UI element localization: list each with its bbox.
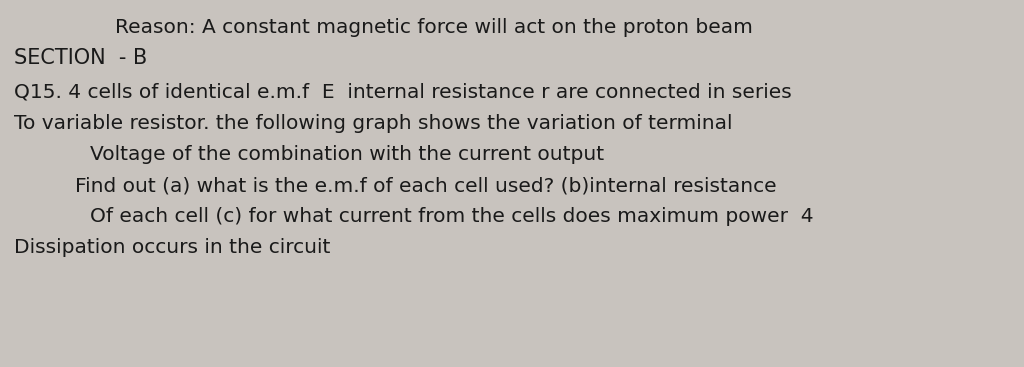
Text: Q15. 4 cells of identical e.m.f  E  internal resistance r are connected in serie: Q15. 4 cells of identical e.m.f E intern…	[14, 82, 792, 101]
Text: Of each cell (c) for what current from the cells does maximum power  4: Of each cell (c) for what current from t…	[90, 207, 814, 226]
Text: Voltage of the combination with the current output: Voltage of the combination with the curr…	[90, 145, 604, 164]
Text: Reason: A constant magnetic force will act on the proton beam: Reason: A constant magnetic force will a…	[115, 18, 753, 37]
Text: SECTION  - B: SECTION - B	[14, 48, 147, 68]
Text: Dissipation occurs in the circuit: Dissipation occurs in the circuit	[14, 238, 331, 257]
Text: To variable resistor. the following graph shows the variation of terminal: To variable resistor. the following grap…	[14, 114, 732, 133]
Text: Find out (a) what is the e.m.f of each cell used? (b)internal resistance: Find out (a) what is the e.m.f of each c…	[75, 176, 776, 195]
